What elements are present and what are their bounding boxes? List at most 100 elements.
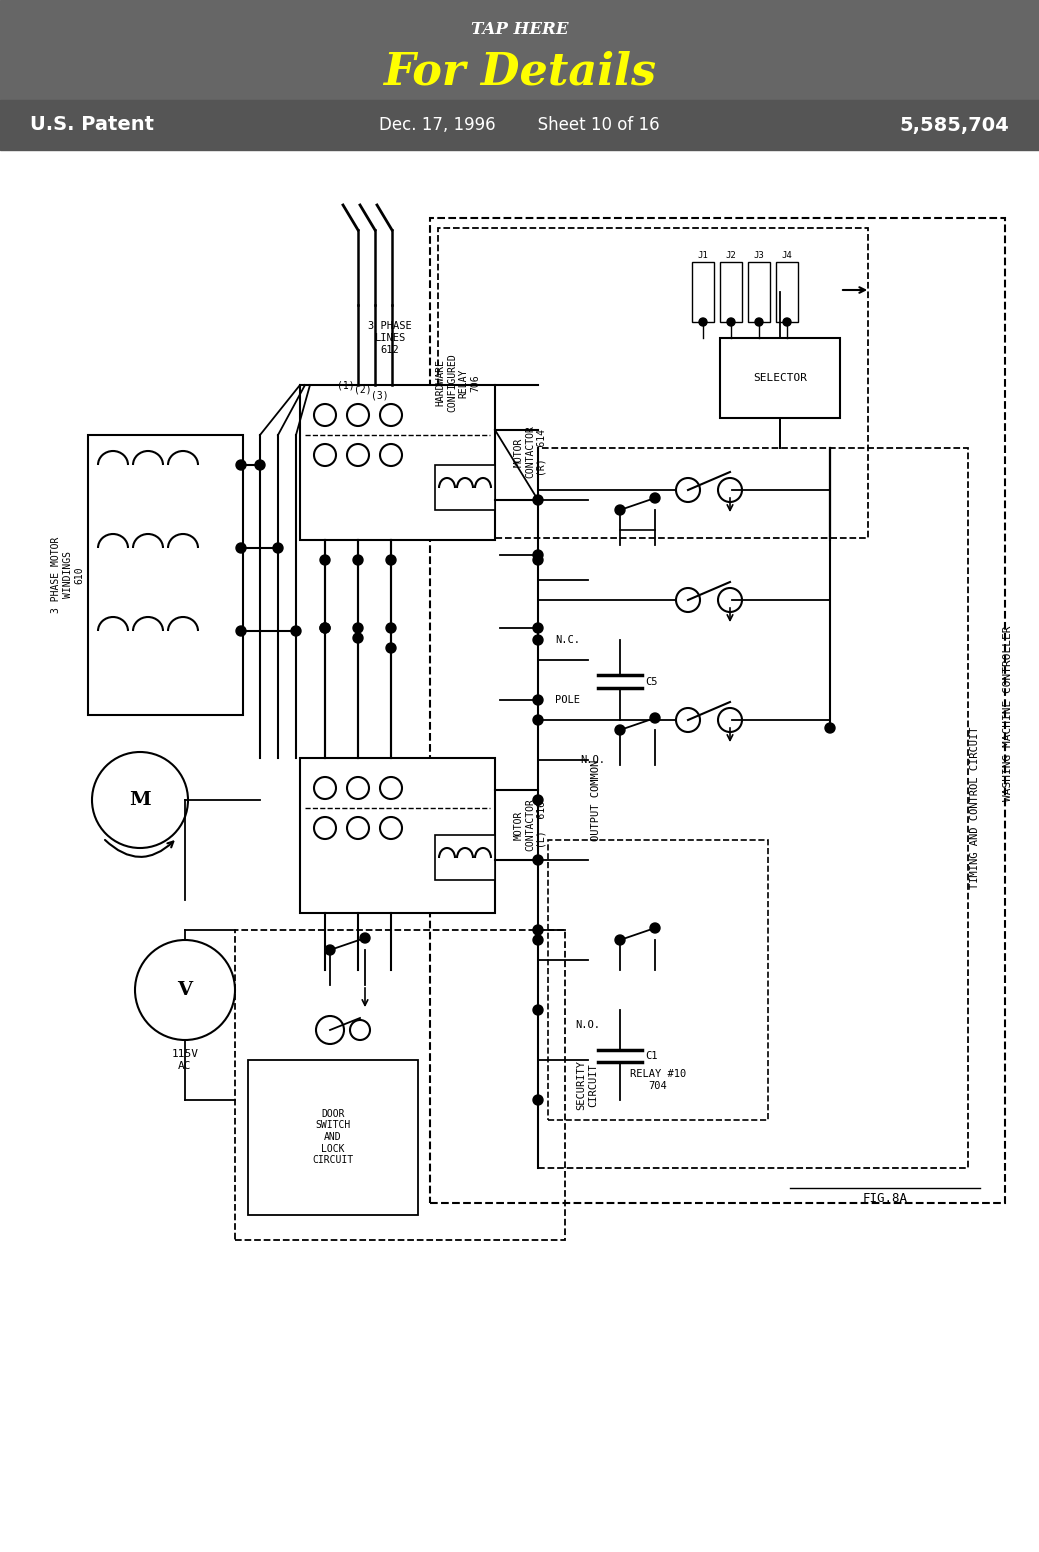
Bar [538, 449, 968, 1169]
Circle shape [380, 816, 402, 840]
Circle shape [255, 459, 265, 470]
Bar [435, 466, 495, 511]
Bar [692, 262, 714, 321]
Circle shape [380, 444, 402, 466]
Circle shape [314, 444, 336, 466]
Circle shape [359, 933, 370, 944]
Circle shape [676, 478, 700, 501]
Text: N.C.: N.C. [556, 635, 581, 646]
Bar [300, 385, 495, 540]
Text: HARDWARE
CONFIGURED
RELAY
706: HARDWARE CONFIGURED RELAY 706 [435, 354, 480, 413]
Text: MOTOR
CONTACTOR
(R)  614: MOTOR CONTACTOR (R) 614 [513, 425, 547, 478]
Circle shape [347, 816, 369, 840]
Circle shape [825, 723, 835, 733]
Circle shape [347, 444, 369, 466]
Circle shape [615, 725, 625, 736]
Text: SECURITY
CIRCUIT: SECURITY CIRCUIT [577, 1060, 597, 1110]
Circle shape [533, 1006, 543, 1015]
Circle shape [347, 404, 369, 425]
Circle shape [325, 945, 335, 954]
Circle shape [314, 816, 336, 840]
Text: SELECTOR: SELECTOR [753, 372, 807, 383]
Circle shape [320, 556, 330, 565]
Text: Dec. 17, 1996        Sheet 10 of 16: Dec. 17, 1996 Sheet 10 of 16 [379, 116, 660, 133]
Bar [0, 99, 1039, 151]
Circle shape [320, 622, 330, 633]
Text: (2): (2) [354, 385, 372, 396]
Circle shape [533, 635, 543, 646]
Bar [776, 262, 798, 321]
Circle shape [387, 622, 396, 633]
Circle shape [533, 795, 543, 805]
Circle shape [650, 494, 660, 503]
Circle shape [533, 622, 543, 633]
Circle shape [387, 643, 396, 653]
Text: J4: J4 [781, 251, 793, 261]
Circle shape [533, 695, 543, 705]
Bar [430, 217, 1005, 1203]
Bar [435, 835, 495, 880]
Text: J1: J1 [697, 251, 709, 261]
Text: J2: J2 [725, 251, 737, 261]
Bar [235, 930, 565, 1240]
Text: 115V
AC: 115V AC [171, 1049, 198, 1071]
Circle shape [236, 543, 246, 553]
Text: For Details: For Details [383, 51, 656, 93]
Text: OUTPUT COMMON: OUTPUT COMMON [591, 759, 601, 841]
Circle shape [236, 459, 246, 470]
Circle shape [699, 318, 707, 326]
Circle shape [350, 1020, 370, 1040]
Circle shape [314, 778, 336, 799]
Bar [438, 228, 868, 539]
Circle shape [615, 504, 625, 515]
Bar [720, 338, 840, 417]
Circle shape [387, 556, 396, 565]
Text: 3 PHASE
LINES
612: 3 PHASE LINES 612 [368, 321, 411, 354]
Circle shape [650, 712, 660, 723]
Circle shape [316, 1017, 344, 1044]
Bar [0, 0, 1039, 99]
Bar [748, 262, 770, 321]
Circle shape [533, 855, 543, 864]
Circle shape [380, 404, 402, 425]
Circle shape [718, 478, 742, 501]
Circle shape [347, 778, 369, 799]
Circle shape [533, 934, 543, 945]
Circle shape [236, 625, 246, 636]
Text: N.O.: N.O. [576, 1020, 601, 1031]
Text: DOOR
SWITCH
AND
LOCK
CIRCUIT: DOOR SWITCH AND LOCK CIRCUIT [313, 1108, 353, 1166]
Bar [548, 840, 768, 1121]
Circle shape [533, 1096, 543, 1105]
Circle shape [314, 404, 336, 425]
Text: N.O.: N.O. [581, 754, 606, 765]
Text: POLE: POLE [556, 695, 581, 705]
Circle shape [533, 925, 543, 934]
Text: TIMING AND CONTROL CIRCUIT: TIMING AND CONTROL CIRCUIT [970, 726, 980, 889]
Text: (3): (3) [371, 390, 389, 400]
Circle shape [353, 633, 363, 643]
Text: FIG.8A: FIG.8A [862, 1192, 907, 1204]
Circle shape [718, 588, 742, 611]
Circle shape [92, 753, 188, 847]
Text: RELAY #10
704: RELAY #10 704 [630, 1069, 686, 1091]
Circle shape [676, 588, 700, 611]
Text: 3 PHASE MOTOR
WINDINGS
610: 3 PHASE MOTOR WINDINGS 610 [51, 537, 84, 613]
Text: V: V [178, 981, 192, 999]
Bar [88, 435, 243, 715]
Circle shape [783, 318, 791, 326]
Text: (1): (1) [338, 380, 354, 390]
Circle shape [533, 715, 543, 725]
Circle shape [650, 923, 660, 933]
Circle shape [533, 495, 543, 504]
Circle shape [135, 941, 235, 1040]
Circle shape [320, 622, 330, 633]
Circle shape [291, 625, 301, 636]
Circle shape [380, 778, 402, 799]
Circle shape [353, 556, 363, 565]
Text: M: M [129, 792, 151, 809]
Circle shape [718, 708, 742, 733]
Bar [248, 1060, 418, 1215]
Text: 5,585,704: 5,585,704 [899, 115, 1009, 135]
Circle shape [755, 318, 763, 326]
Text: MOTOR
CONTACTOR
(L)  616: MOTOR CONTACTOR (L) 616 [513, 799, 547, 852]
